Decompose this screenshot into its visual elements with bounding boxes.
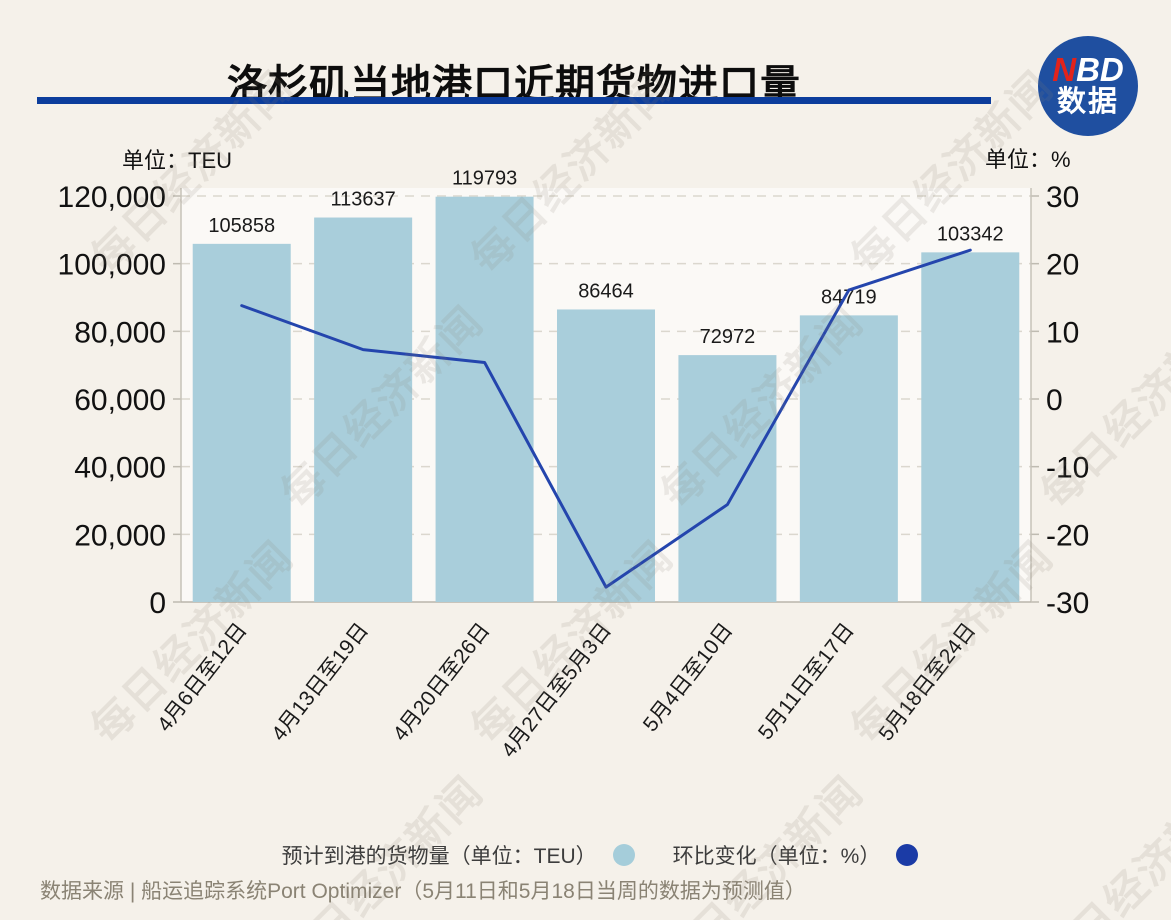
bar-value-label: 103342	[937, 223, 1004, 245]
data-source-note: 数据来源 | 船运追踪系统Port Optimizer（5月11日和5月18日当…	[40, 880, 806, 903]
legend-item-line: 环比变化（单位：%）	[673, 840, 919, 870]
bar	[678, 355, 777, 602]
x-axis-category-label: 4月13日至19日	[267, 619, 373, 745]
y-axis-tick-label-left: 100,000	[58, 249, 166, 282]
y-axis-tick-label-right: 0	[1046, 384, 1063, 417]
y-axis-tick-label-right: -30	[1046, 587, 1089, 620]
left-axis-unit-label: 单位：TEU	[122, 148, 233, 173]
right-axis-unit-label: 单位：%	[985, 147, 1071, 172]
bar-value-label: 113637	[331, 189, 396, 211]
bar-value-label: 72972	[700, 326, 756, 348]
y-axis-tick-label-right: -20	[1046, 519, 1089, 552]
x-axis-category-label: 4月6日至12日	[153, 619, 252, 736]
y-axis-tick-label-right: -10	[1046, 452, 1089, 485]
bar	[557, 309, 655, 602]
x-axis-category-label: 5月11日至17日	[754, 619, 859, 744]
legend-swatch-line-series	[896, 844, 919, 866]
y-axis-tick-label-left: 60,000	[74, 384, 166, 417]
bar	[314, 217, 413, 603]
logo-letter-n: N	[1052, 51, 1077, 89]
bar-value-label: 86464	[578, 280, 634, 302]
bar	[435, 196, 534, 602]
x-axis-category-label: 5月4日至10日	[639, 619, 738, 736]
y-axis-tick-label-left: 120,000	[58, 181, 166, 214]
bar	[799, 315, 898, 602]
x-axis-category-label: 4月20日至26日	[389, 619, 495, 745]
logo-letters-bd: BD	[1076, 51, 1124, 89]
y-axis-tick-label-left: 80,000	[74, 316, 166, 349]
bar-value-label: 119793	[452, 168, 517, 190]
nbd-logo: NBD 数据	[1038, 36, 1138, 136]
legend-item-label: 环比变化（单位：%）	[672, 845, 881, 868]
bar	[192, 243, 291, 602]
y-axis-tick-label-right: 20	[1046, 249, 1079, 282]
bar	[921, 252, 1020, 603]
y-axis-tick-label-right: 30	[1046, 181, 1079, 214]
title-divider	[37, 97, 991, 104]
chart-legend: 预计到港的货物量（单位：TEU） 环比变化（单位：%）	[150, 840, 1050, 870]
y-axis-tick-label-left: 0	[149, 587, 166, 620]
logo-text-data: 数据	[1056, 86, 1119, 119]
legend-item-label: 预计到港的货物量（单位：TEU）	[281, 845, 597, 868]
bar-value-label: 84719	[821, 286, 877, 308]
x-axis-category-label: 4月27日至5月3日	[497, 619, 616, 762]
y-axis-tick-label-left: 20,000	[74, 519, 166, 552]
x-axis-category-label: 5月18日至24日	[874, 619, 980, 745]
legend-swatch-bar-series	[612, 844, 635, 866]
y-axis-tick-label-left: 40,000	[74, 452, 166, 485]
trend-line	[240, 248, 972, 589]
y-axis-tick-label-right: 10	[1046, 316, 1079, 349]
legend-item-bars: 预计到港的货物量（单位：TEU）	[282, 840, 635, 870]
bar-value-label: 105858	[208, 215, 275, 237]
logo-text-nbd: NBD	[1052, 53, 1124, 86]
